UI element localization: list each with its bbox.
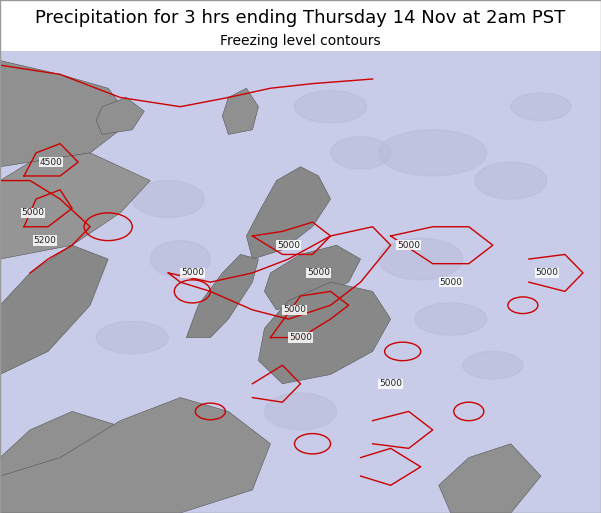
Text: 5000: 5000	[22, 208, 44, 218]
Ellipse shape	[96, 321, 168, 354]
Ellipse shape	[475, 162, 547, 199]
Ellipse shape	[379, 238, 463, 280]
Ellipse shape	[379, 130, 487, 176]
Ellipse shape	[415, 303, 487, 336]
Text: 5000: 5000	[283, 305, 306, 314]
Polygon shape	[96, 97, 144, 134]
Polygon shape	[0, 61, 132, 167]
Polygon shape	[258, 282, 391, 384]
Text: 4500: 4500	[40, 157, 63, 167]
Ellipse shape	[132, 181, 204, 218]
Text: 5000: 5000	[379, 379, 402, 388]
Text: 5000: 5000	[289, 333, 312, 342]
Text: Precipitation for 3 hrs ending Thursday 14 Nov at 2am PST: Precipitation for 3 hrs ending Thursday …	[35, 9, 566, 27]
Ellipse shape	[331, 137, 391, 169]
Polygon shape	[264, 245, 361, 310]
Text: 5200: 5200	[34, 236, 56, 245]
Text: 5000: 5000	[535, 268, 558, 278]
Polygon shape	[186, 254, 258, 338]
Ellipse shape	[264, 393, 337, 430]
Text: 5000: 5000	[397, 241, 420, 250]
Polygon shape	[0, 153, 150, 259]
Polygon shape	[0, 245, 108, 374]
Text: 5000: 5000	[439, 278, 462, 287]
Polygon shape	[0, 411, 150, 513]
Ellipse shape	[463, 351, 523, 379]
Ellipse shape	[150, 241, 210, 278]
Polygon shape	[222, 88, 258, 134]
Text: 5000: 5000	[277, 241, 300, 250]
Text: 5000: 5000	[307, 268, 330, 278]
Text: 5000: 5000	[181, 268, 204, 278]
Ellipse shape	[511, 93, 571, 121]
Polygon shape	[246, 167, 331, 259]
Ellipse shape	[294, 91, 367, 123]
Polygon shape	[0, 398, 270, 513]
Polygon shape	[439, 444, 541, 513]
Text: Freezing level contours: Freezing level contours	[220, 34, 381, 48]
